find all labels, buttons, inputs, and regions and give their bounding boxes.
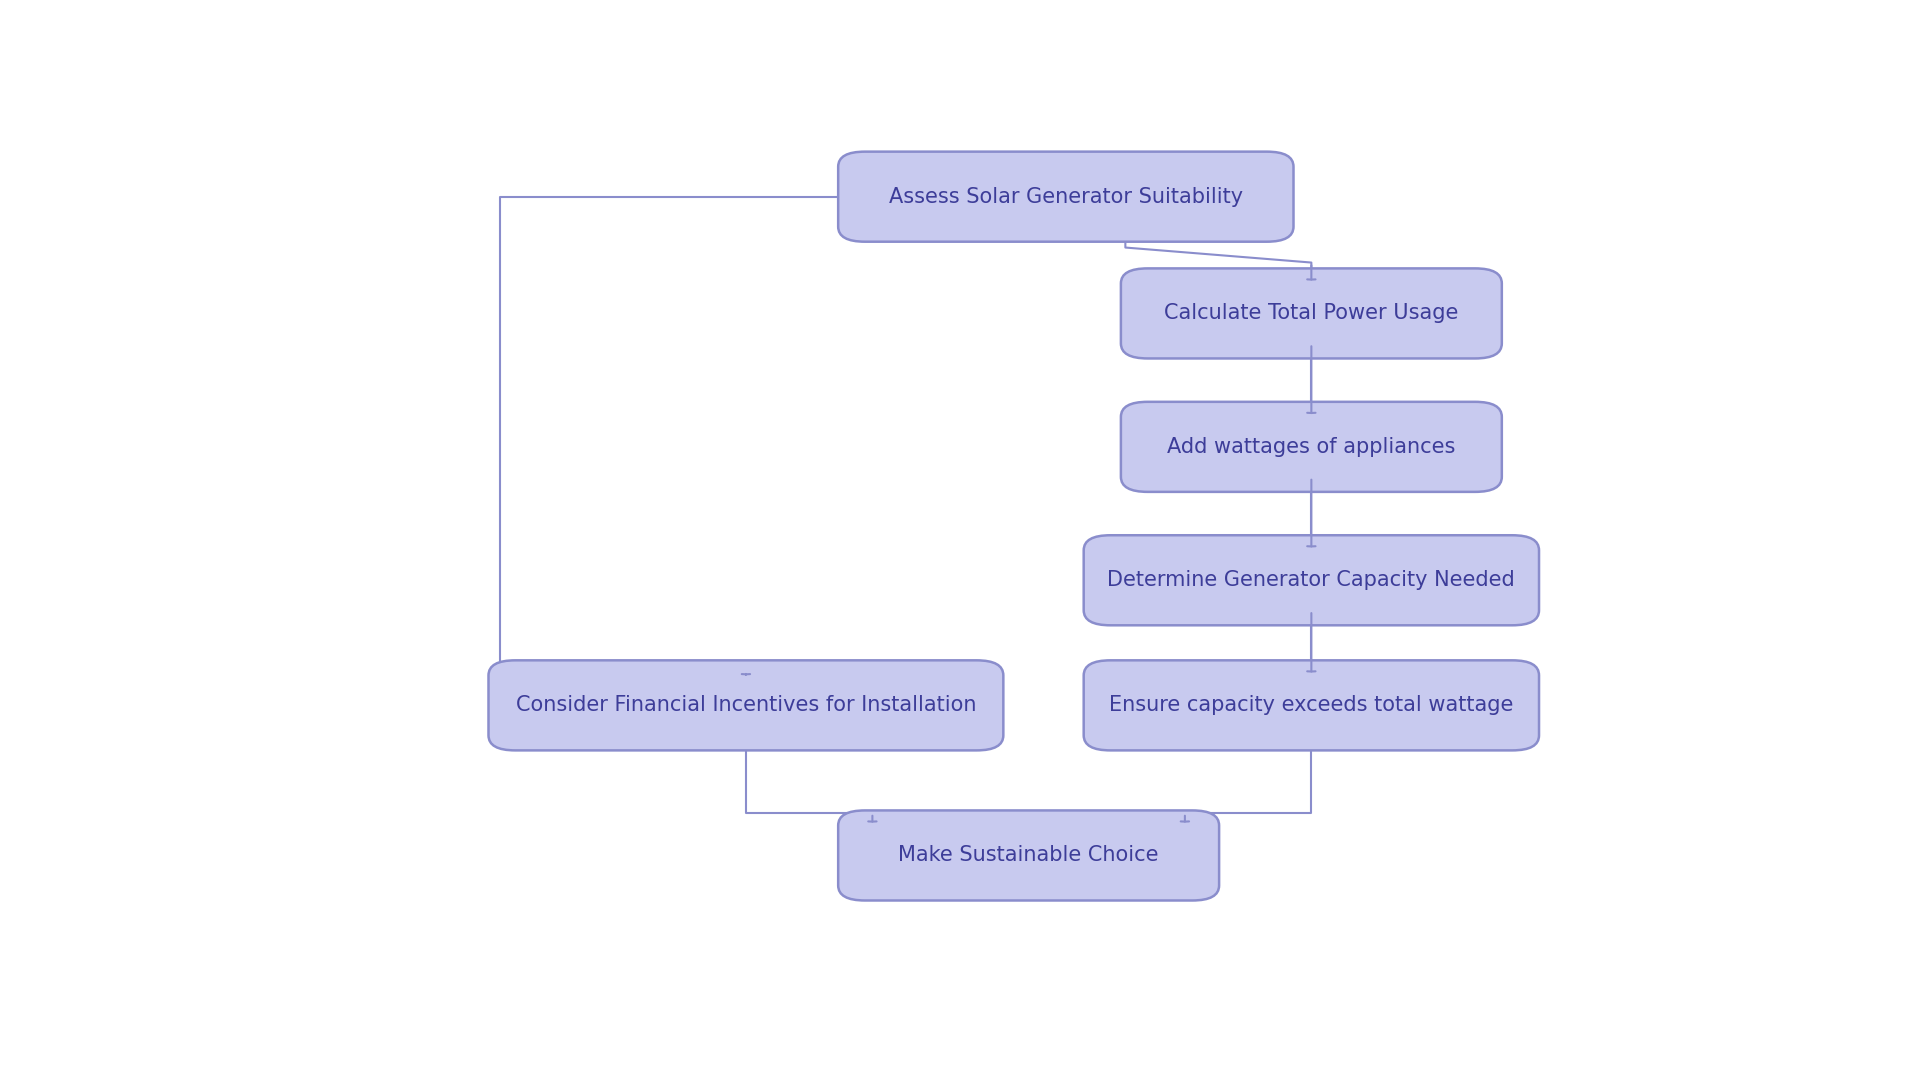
Text: Make Sustainable Choice: Make Sustainable Choice [899,846,1160,865]
Text: Determine Generator Capacity Needed: Determine Generator Capacity Needed [1108,571,1515,590]
FancyBboxPatch shape [1083,661,1540,751]
FancyBboxPatch shape [1121,269,1501,358]
FancyBboxPatch shape [839,810,1219,900]
FancyBboxPatch shape [488,661,1004,751]
Text: Add wattages of appliances: Add wattages of appliances [1167,436,1455,457]
FancyBboxPatch shape [1083,535,1540,625]
Text: Assess Solar Generator Suitability: Assess Solar Generator Suitability [889,186,1242,207]
FancyBboxPatch shape [1121,402,1501,492]
Text: Calculate Total Power Usage: Calculate Total Power Usage [1164,303,1459,324]
Text: Consider Financial Incentives for Installation: Consider Financial Incentives for Instal… [516,695,975,716]
Text: Ensure capacity exceeds total wattage: Ensure capacity exceeds total wattage [1110,695,1513,716]
FancyBboxPatch shape [839,152,1294,242]
